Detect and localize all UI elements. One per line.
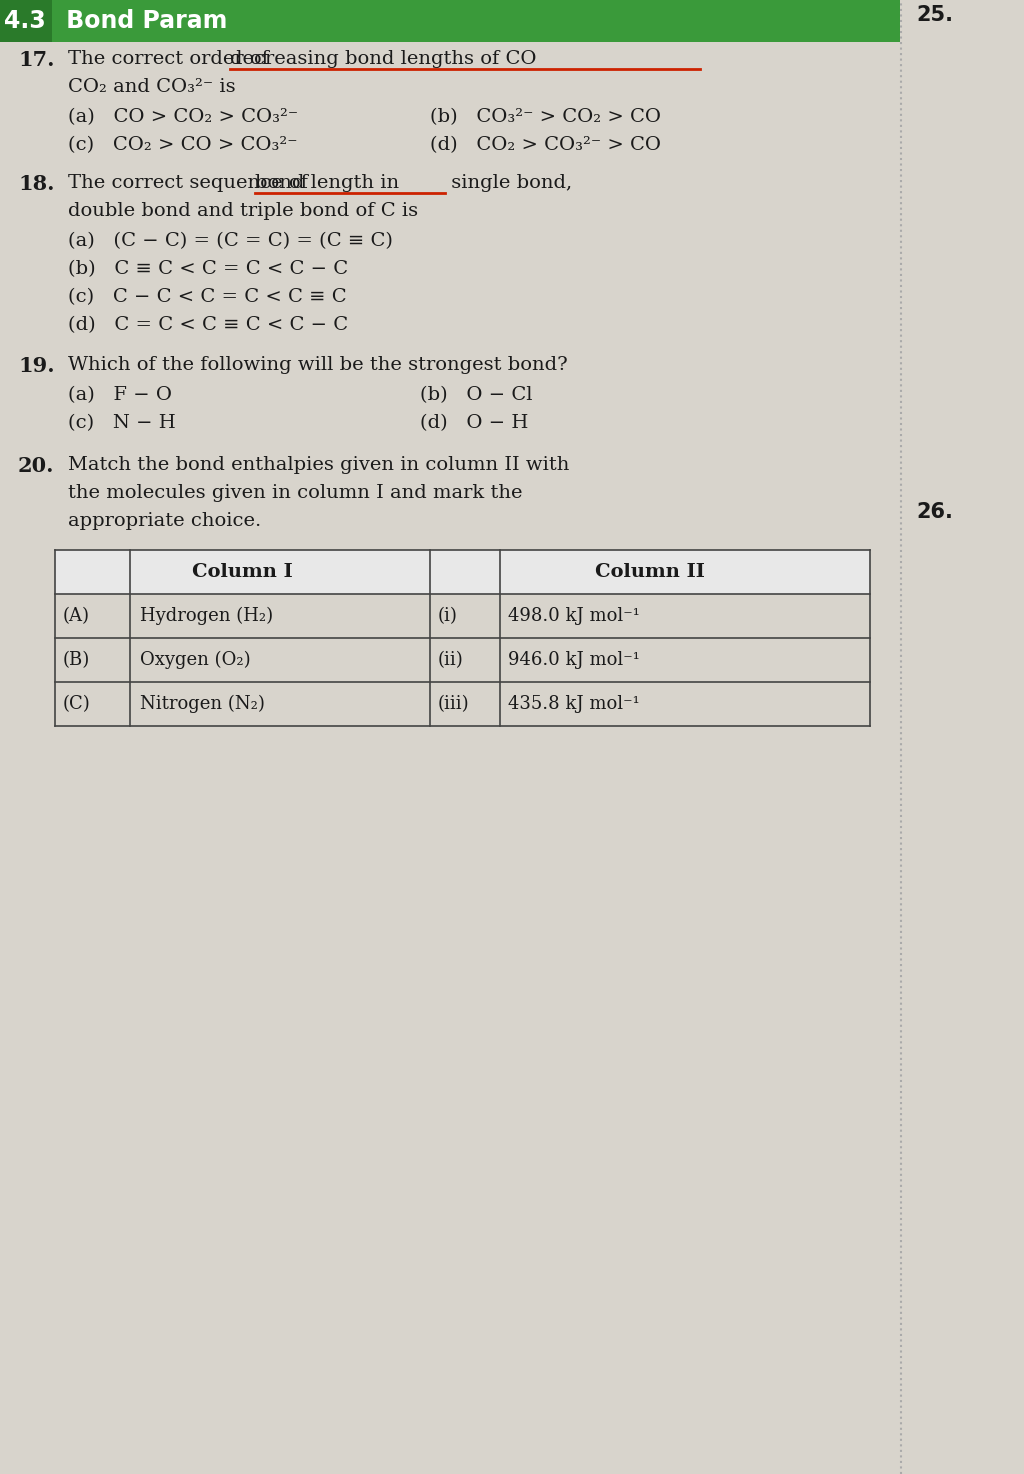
Text: 25.: 25. <box>916 4 953 25</box>
Text: (B): (B) <box>63 652 90 669</box>
Text: appropriate choice.: appropriate choice. <box>68 511 261 531</box>
Text: Bond Param: Bond Param <box>58 9 227 32</box>
Text: CO₂ and CO₃²⁻ is: CO₂ and CO₃²⁻ is <box>68 78 236 96</box>
Text: 498.0 kJ mol⁻¹: 498.0 kJ mol⁻¹ <box>508 607 640 625</box>
Text: (c)   N − H: (c) N − H <box>68 414 176 432</box>
Bar <box>0 0 52 41</box>
Text: (d)   O − H: (d) O − H <box>420 414 528 432</box>
Bar <box>55 550 870 594</box>
Text: (A): (A) <box>63 607 90 625</box>
Text: 17.: 17. <box>18 50 54 69</box>
Text: 435.8 kJ mol⁻¹: 435.8 kJ mol⁻¹ <box>508 696 640 713</box>
Text: the molecules given in column I and mark the: the molecules given in column I and mark… <box>68 483 522 503</box>
Text: (b)   O − Cl: (b) O − Cl <box>420 386 532 404</box>
Text: Column I: Column I <box>193 563 293 581</box>
Text: (a)   CO > CO₂ > CO₃²⁻: (a) CO > CO₂ > CO₃²⁻ <box>68 108 298 125</box>
Text: (d)   C = C < C ≡ C < C − C: (d) C = C < C ≡ C < C − C <box>68 315 348 335</box>
Text: 26.: 26. <box>916 503 953 522</box>
Text: 946.0 kJ mol⁻¹: 946.0 kJ mol⁻¹ <box>508 652 640 669</box>
Text: The correct order of: The correct order of <box>68 50 275 68</box>
Text: (i): (i) <box>438 607 458 625</box>
Text: 20.: 20. <box>18 455 54 476</box>
Text: Oxygen (O₂): Oxygen (O₂) <box>140 652 251 669</box>
Text: 19.: 19. <box>18 357 54 376</box>
Text: (iii): (iii) <box>438 696 470 713</box>
Text: (b)   CO₃²⁻ > CO₂ > CO: (b) CO₃²⁻ > CO₂ > CO <box>430 108 662 125</box>
Text: Match the bond enthalpies given in column II with: Match the bond enthalpies given in colum… <box>68 455 569 475</box>
Text: (d)   CO₂ > CO₃²⁻ > CO: (d) CO₂ > CO₃²⁻ > CO <box>430 136 662 153</box>
Text: bond length in: bond length in <box>255 174 399 192</box>
Text: (C): (C) <box>63 696 91 713</box>
Text: 18.: 18. <box>18 174 54 195</box>
Text: Column II: Column II <box>595 563 705 581</box>
Text: double bond and triple bond of C is: double bond and triple bond of C is <box>68 202 418 220</box>
Text: 4.3: 4.3 <box>4 9 46 32</box>
Text: Hydrogen (H₂): Hydrogen (H₂) <box>140 607 273 625</box>
Text: (a)   (C − C) = (C = C) = (C ≡ C): (a) (C − C) = (C = C) = (C ≡ C) <box>68 231 393 251</box>
Text: (ii): (ii) <box>438 652 464 669</box>
Text: decreasing bond lengths of CO: decreasing bond lengths of CO <box>230 50 537 68</box>
Text: Which of the following will be the strongest bond?: Which of the following will be the stron… <box>68 357 567 374</box>
Text: The correct sequence of: The correct sequence of <box>68 174 314 192</box>
Text: single bond,: single bond, <box>445 174 572 192</box>
Text: (b)   C ≡ C < C = C < C − C: (b) C ≡ C < C = C < C − C <box>68 259 348 279</box>
Text: (c)   C − C < C = C < C ≡ C: (c) C − C < C = C < C ≡ C <box>68 287 347 307</box>
Text: (c)   CO₂ > CO > CO₃²⁻: (c) CO₂ > CO > CO₃²⁻ <box>68 136 298 153</box>
Text: (a)   F − O: (a) F − O <box>68 386 172 404</box>
Bar <box>0 0 900 41</box>
Text: Nitrogen (N₂): Nitrogen (N₂) <box>140 694 265 713</box>
